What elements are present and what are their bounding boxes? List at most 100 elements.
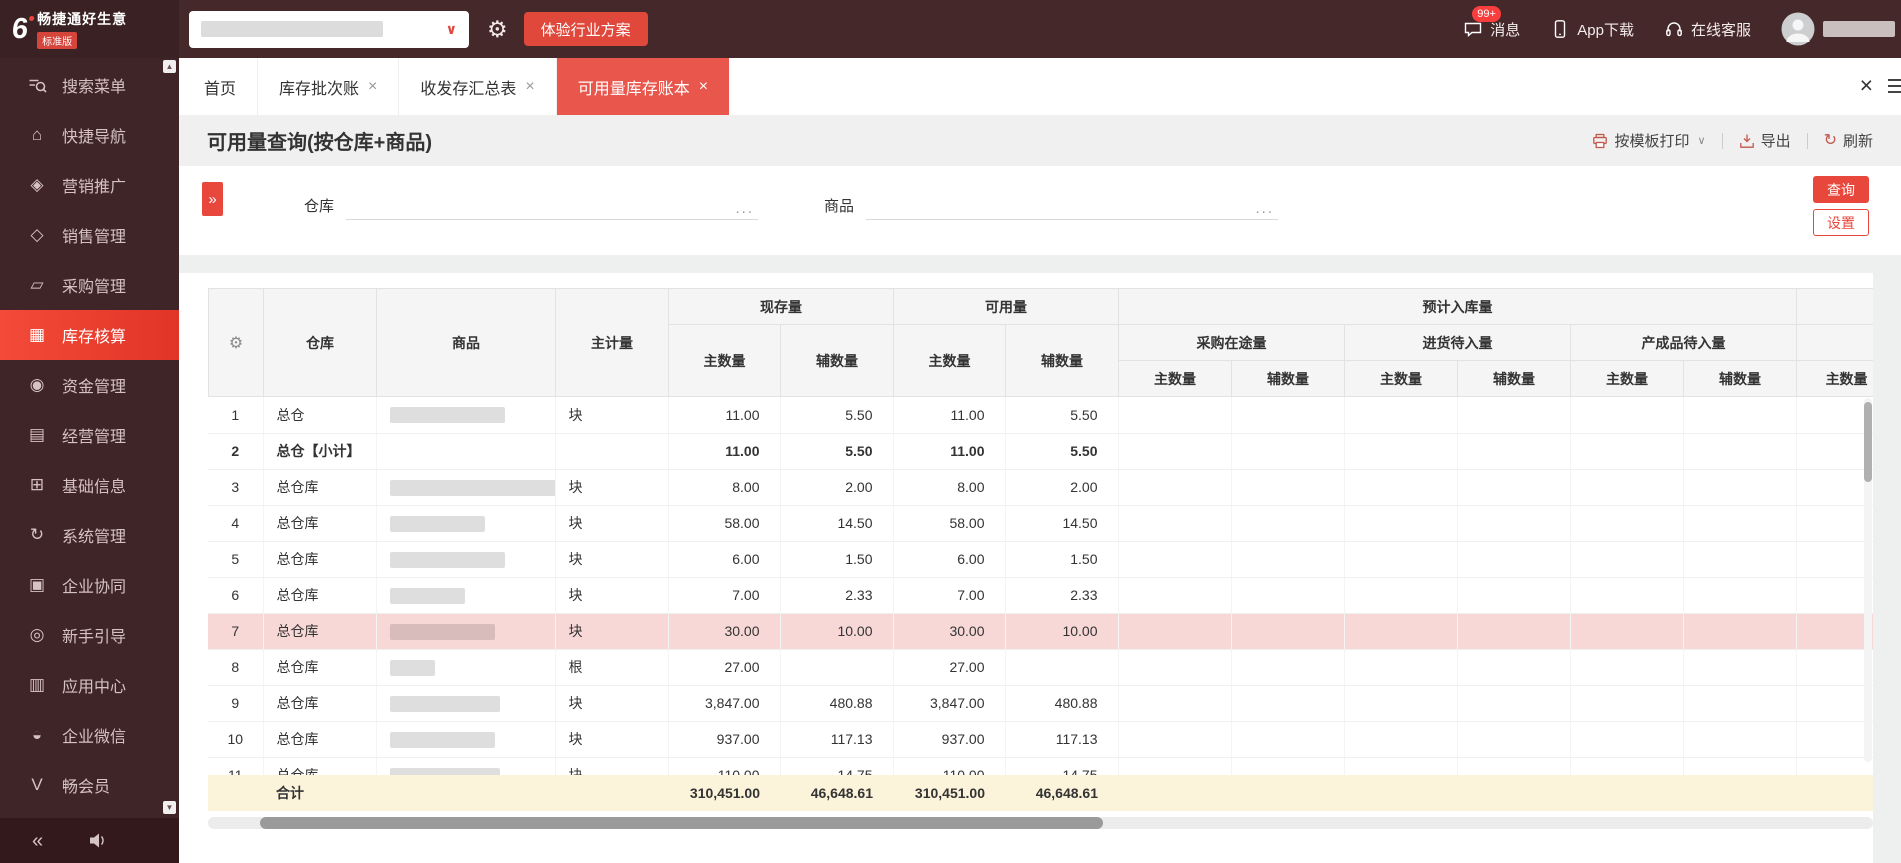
column-header-pt-main[interactable]: 主数量 xyxy=(1118,360,1232,397)
query-button[interactable]: 查询 xyxy=(1813,176,1869,203)
scroll-up-icon[interactable]: ▲ xyxy=(163,60,176,73)
doc-icon: ▤ xyxy=(28,425,46,444)
sidebar-scrollbar[interactable]: ▲ ▼ xyxy=(163,58,177,818)
sidebar-item-新手引导[interactable]: ◎ 新手引导 xyxy=(0,610,179,660)
cell-empty xyxy=(1118,613,1232,650)
table-row[interactable]: 10 总仓库块 937.00 117.13 937.00 117.13 xyxy=(208,721,1873,758)
cell-empty xyxy=(1683,757,1797,775)
warehouse-filter-input[interactable]: ... xyxy=(346,192,759,220)
cell-empty xyxy=(1457,541,1571,578)
page-header: 可用量查询(按仓库+商品) 按模板打印 ∨ 导出 ↻ 刷新 xyxy=(179,115,1901,166)
sidebar-item-营销推广[interactable]: ◈ 营销推广 xyxy=(0,160,179,210)
cell-empty xyxy=(1796,541,1873,578)
tab-收发存汇总表[interactable]: 收发存汇总表 × xyxy=(399,58,557,115)
cell-unit: 块 xyxy=(555,721,669,758)
product-filter-input[interactable]: ... xyxy=(866,192,1279,220)
settings-button[interactable]: 设置 xyxy=(1813,209,1869,236)
user-account-button[interactable] xyxy=(1781,12,1895,46)
export-button[interactable]: 导出 xyxy=(1739,130,1791,151)
column-header-ip-main[interactable]: 主数量 xyxy=(1344,360,1458,397)
column-header-stock-main[interactable]: 主数量 xyxy=(668,324,781,397)
tab-close-icon[interactable]: × xyxy=(698,77,709,95)
column-header-available-main[interactable]: 主数量 xyxy=(893,324,1006,397)
table-row[interactable]: 1 总仓块 11.00 5.50 11.00 5.50 xyxy=(208,397,1873,434)
column-partial-sub xyxy=(1796,324,1873,361)
horizontal-scrollbar[interactable] xyxy=(208,817,1873,829)
cell-unit: 块 xyxy=(555,397,669,434)
org-selector[interactable]: ∨ xyxy=(189,10,469,48)
cell-empty xyxy=(1796,505,1873,542)
filter-expand-button[interactable]: » xyxy=(202,182,223,216)
sidebar-item-畅会员[interactable]: V 畅会员 xyxy=(0,760,179,810)
column-header-pt-aux[interactable]: 辅数量 xyxy=(1231,360,1345,397)
sidebar-item-资金管理[interactable]: ◉ 资金管理 xyxy=(0,360,179,410)
messages-button[interactable]: 99+ 消息 xyxy=(1463,5,1520,40)
brand-logo-icon: 6 xyxy=(10,12,30,45)
cell-empty xyxy=(1344,649,1458,686)
table-row[interactable]: 8 总仓库根 27.00 27.00 xyxy=(208,649,1873,686)
table-settings-column[interactable]: ⚙ xyxy=(208,288,264,397)
column-header-stock-aux[interactable]: 辅数量 xyxy=(780,324,894,397)
sidebar-item-销售管理[interactable]: ◇ 销售管理 xyxy=(0,210,179,260)
tab-list-icon[interactable] xyxy=(1888,79,1901,93)
column-header-available-aux[interactable]: 辅数量 xyxy=(1005,324,1119,397)
column-header-unit[interactable]: 主计量 xyxy=(555,288,669,397)
row-index: 10 xyxy=(208,721,264,758)
column-header-warehouse[interactable]: 仓库 xyxy=(263,288,377,397)
table-row[interactable]: 5 总仓库块 6.00 1.50 6.00 1.50 xyxy=(208,541,1873,578)
sidebar-item-label: 库存核算 xyxy=(62,329,127,346)
collapse-sidebar-icon[interactable]: « xyxy=(32,829,44,852)
product-picker-ellipsis[interactable]: ... xyxy=(1255,200,1275,217)
tab-close-icon[interactable]: × xyxy=(368,77,378,95)
print-label: 按模板打印 xyxy=(1614,133,1690,150)
column-header-partial-main[interactable]: 主数量 xyxy=(1796,360,1873,397)
table-body: 1 总仓块 11.00 5.50 11.00 5.50 2 总仓【小计】 11.00 5.50 11… xyxy=(208,397,1873,775)
logo-area[interactable]: 6 畅捷通好生意 标准版 xyxy=(0,0,179,58)
table-row[interactable]: 6 总仓库块 7.00 2.33 7.00 2.33 xyxy=(208,577,1873,614)
redacted-product-name xyxy=(389,515,485,532)
table-row[interactable]: 2 总仓【小计】 11.00 5.50 11.00 5.50 xyxy=(208,433,1873,470)
sidebar-item-系统管理[interactable]: ↻ 系统管理 xyxy=(0,510,179,560)
sidebar-item-基础信息[interactable]: ⊞ 基础信息 xyxy=(0,460,179,510)
cell-empty xyxy=(1796,649,1873,686)
cell-unit: 块 xyxy=(555,469,669,506)
sidebar-item-库存核算[interactable]: ▦ 库存核算 xyxy=(0,310,179,360)
sidebar-item-应用中心[interactable]: ▥ 应用中心 xyxy=(0,660,179,710)
trial-solution-button[interactable]: 体验行业方案 xyxy=(523,12,648,46)
close-tab-icon[interactable]: × xyxy=(1859,72,1873,98)
sidebar-item-企业微信[interactable]: ◒ 企业微信 xyxy=(0,710,179,760)
print-by-template-button[interactable]: 按模板打印 ∨ xyxy=(1592,130,1706,151)
tab-可用量库存账本[interactable]: 可用量库存账本 × xyxy=(556,58,730,115)
warehouse-picker-ellipsis[interactable]: ... xyxy=(735,200,755,217)
sidebar-item-快捷导航[interactable]: ⌂ 快捷导航 xyxy=(0,110,179,160)
total-avail-main: 310,451.00 xyxy=(893,775,1005,811)
audio-speaker-icon[interactable] xyxy=(89,832,108,849)
sidebar-item-企业协同[interactable]: ▣ 企业协同 xyxy=(0,560,179,610)
vertical-scrollbar[interactable] xyxy=(1864,398,1872,762)
tab-close-icon[interactable]: × xyxy=(525,77,535,95)
scroll-down-icon[interactable]: ▼ xyxy=(163,801,176,814)
column-header-ip-aux[interactable]: 辅数量 xyxy=(1457,360,1571,397)
table-row[interactable]: 3 总仓库块 8.00 2.00 8.00 2.00 xyxy=(208,469,1873,506)
horizontal-scrollbar-thumb[interactable] xyxy=(260,817,1103,829)
sidebar-item-经营管理[interactable]: ▤ 经营管理 xyxy=(0,410,179,460)
table-row[interactable]: 7 总仓库块 30.00 10.00 30.00 10.00 xyxy=(208,613,1873,650)
refresh-button[interactable]: ↻ 刷新 xyxy=(1824,130,1873,151)
online-support-button[interactable]: 在线客服 xyxy=(1664,19,1751,40)
column-header-product[interactable]: 商品 xyxy=(376,288,556,397)
vertical-scrollbar-thumb[interactable] xyxy=(1864,402,1872,482)
sidebar-item-搜索菜单[interactable]: 搜索菜单 xyxy=(0,60,179,110)
table-row[interactable]: 11 总仓库块 110.00 14.75 110.00 14.75 xyxy=(208,757,1873,775)
gear-icon[interactable]: ⚙ xyxy=(228,334,244,352)
column-header-fp-aux[interactable]: 辅数量 xyxy=(1682,360,1798,397)
total-stock-aux: 46,648.61 xyxy=(780,775,893,811)
cell-empty xyxy=(1796,577,1873,614)
settings-gear-icon[interactable]: ⚙ xyxy=(487,15,508,42)
tab-首页[interactable]: 首页 xyxy=(183,58,259,115)
app-download-button[interactable]: App下载 xyxy=(1550,19,1634,40)
table-row[interactable]: 4 总仓库块 58.00 14.50 58.00 14.50 xyxy=(208,505,1873,542)
sidebar-item-采购管理[interactable]: ▱ 采购管理 xyxy=(0,260,179,310)
tab-库存批次账[interactable]: 库存批次账 × xyxy=(258,58,400,115)
column-header-fp-main[interactable]: 主数量 xyxy=(1570,360,1684,397)
table-row[interactable]: 9 总仓库块 3,847.00 480.88 3,847.00 480.88 xyxy=(208,685,1873,722)
